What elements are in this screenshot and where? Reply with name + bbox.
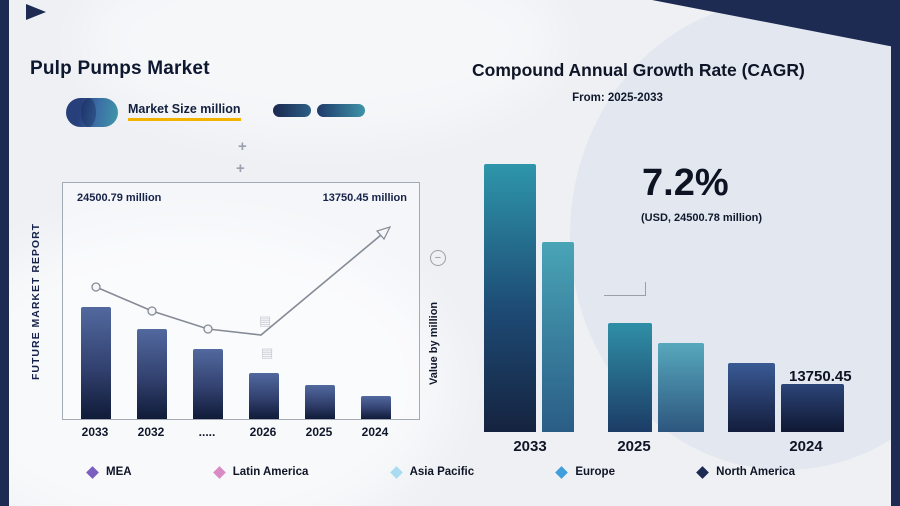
decorative-pill-icon (317, 104, 365, 117)
legend-diamond-icon (696, 465, 710, 479)
cagr-title: Compound Annual Growth Rate (CAGR) (472, 60, 805, 80)
value-callout: 13750.45 (789, 368, 852, 385)
x-axis-label: ..... (198, 425, 216, 439)
page-title: Pulp Pumps Market (30, 58, 210, 79)
x-axis-label: 2032 (137, 425, 165, 439)
market-size-bar-2025 (305, 385, 335, 419)
legend-diamond-icon (86, 465, 99, 479)
legend-item-europe: Europe (555, 465, 615, 479)
legend-item-asia-pacific: Asia Pacific (389, 465, 475, 479)
right-border-strip (891, 0, 900, 506)
legend-item-north-america: North America (696, 465, 795, 479)
market-size-bar-..... (193, 349, 223, 419)
legend-diamond-icon (555, 465, 569, 479)
left-x-labels: 2033 2032..... 2026 2025 2024 (80, 425, 390, 439)
x-axis-label: 2024 (361, 425, 389, 439)
cagr-bar-secondary-2025 (658, 343, 704, 432)
cagr-subtitle: From: 2025-2033 (572, 92, 663, 104)
legend-label: North America (716, 466, 795, 478)
decorative-pill-icon (273, 104, 311, 117)
cagr-bar-secondary-2033 (542, 242, 574, 432)
bottom-legend: MEA Latin America Asia Pacific Europe North … (86, 465, 795, 479)
plus-icon: + (236, 160, 245, 177)
market-size-bar-2033 (81, 307, 111, 419)
cagr-value: 7.2% (642, 162, 729, 204)
cylinder-icon (66, 98, 118, 127)
legend-item-mea: MEA (86, 465, 132, 479)
legend-item-latin-america: Latin America (212, 465, 309, 479)
document-icon: ▤ (259, 313, 272, 328)
minus-circle-icon: − (430, 250, 446, 266)
legend-label: MEA (106, 466, 132, 478)
cagr-bar-group-2033 (484, 164, 574, 432)
cagr-bar-secondary-2024 (781, 384, 844, 432)
x-axis-label: 2025 (617, 438, 651, 455)
left-y-axis-label: FUTURE MARKET REPORT (30, 222, 42, 380)
plus-icon: + (238, 138, 247, 155)
legend-diamond-icon (212, 465, 226, 479)
legend-diamond-icon (389, 465, 403, 479)
market-size-bar-2024 (361, 396, 391, 419)
x-axis-label: 2033 (81, 425, 109, 439)
market-size-label: Market Size million (128, 102, 241, 121)
market-size-bar-2026 (249, 373, 279, 419)
legend-label: Europe (575, 466, 615, 478)
cagr-bar-group-2025 (608, 323, 704, 432)
min-value-annotation: 13750.45 million (322, 192, 407, 204)
legend-label: Asia Pacific (409, 466, 475, 478)
decorative-step-line (604, 282, 646, 296)
x-axis-label: 2024 (789, 438, 823, 455)
cagr-bar-primary-2033 (484, 164, 536, 432)
right-y-axis-label: Value by million (428, 301, 440, 385)
x-axis-label: 2033 (513, 438, 547, 455)
cagr-detail: (USD, 24500.78 million) (641, 212, 763, 224)
max-value-annotation: 24500.79 million (77, 192, 162, 204)
market-size-bar-2032 (137, 329, 167, 419)
top-left-corner-shape (26, 4, 46, 20)
right-chart: 2033 2025 2024 (480, 160, 860, 455)
left-border-strip (0, 0, 9, 506)
x-axis-label: 2025 (305, 425, 333, 439)
cagr-bar-primary-2025 (608, 323, 652, 432)
market-size-chart: 24500.79 million 13750.45 million ▤ ▤ (62, 182, 420, 420)
trend-arrow (91, 226, 392, 336)
x-axis-label: 2026 (249, 425, 277, 439)
cagr-bar-primary-2024 (728, 363, 775, 432)
legend-label: Latin America (232, 466, 309, 478)
cagr-bar-group-2024 (728, 363, 844, 432)
document-icon: ▤ (261, 345, 274, 360)
left-bars (81, 307, 391, 419)
